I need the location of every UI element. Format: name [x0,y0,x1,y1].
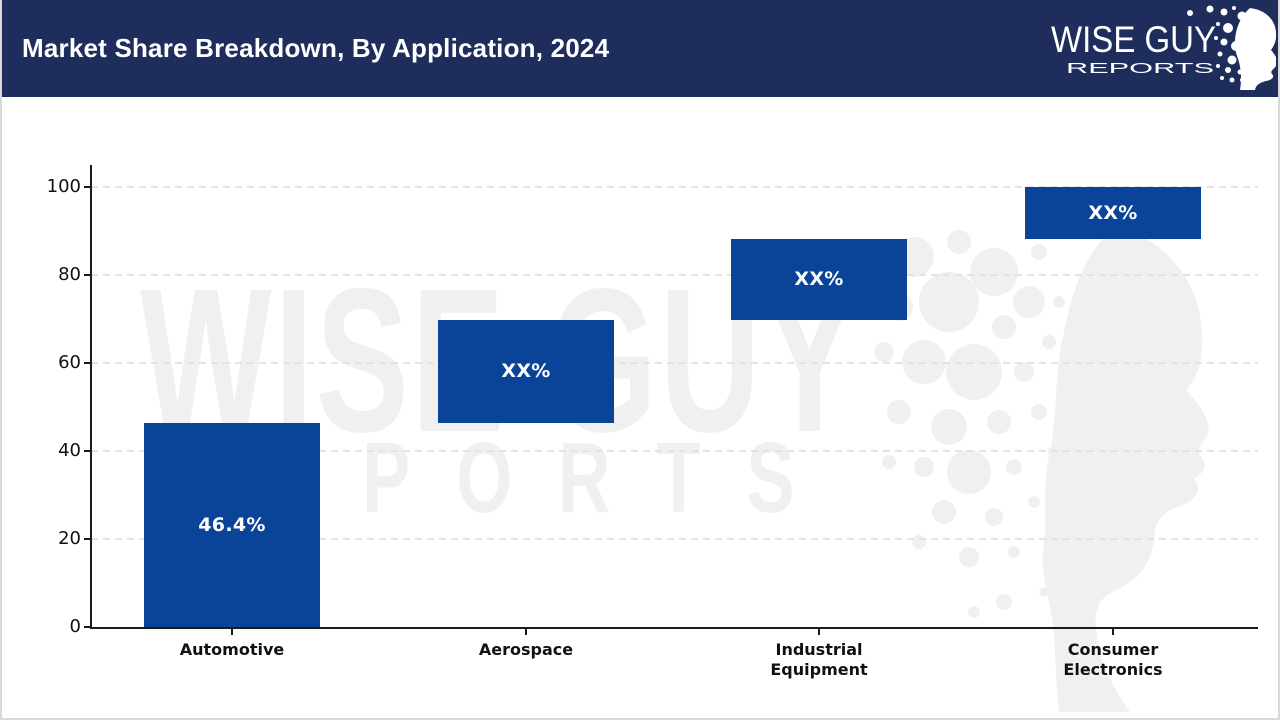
logo-head-icon [1187,5,1276,90]
bar-industrial-equipment: XX% [731,238,907,320]
y-axis-tick-label-60: 60 [58,352,81,373]
x-axis-tick-industrial-equipment [818,629,820,635]
bar-value-label: XX% [1088,201,1138,224]
bar-value-label: XX% [794,268,844,291]
y-axis-tick-60 [84,362,91,364]
y-axis-tick-label-100: 100 [46,176,81,197]
x-axis-tick-consumer-electronics [1112,629,1114,635]
y-axis-tick-40 [84,450,91,452]
wiseguy-logo: WISE GUY REPORTS [1051,5,1276,90]
bar-value-label: XX% [501,360,551,383]
y-axis-tick-label-20: 20 [58,528,81,549]
x-axis-label-automotive: Automotive [179,640,285,659]
y-axis-tick-label-80: 80 [58,264,81,285]
y-axis-tick-0 [84,626,91,628]
y-axis-tick-80 [84,274,91,276]
bar-automotive: 46.4% [144,422,320,627]
y-axis-tick-label-0: 0 [69,616,81,637]
logo-brand-subtext: REPORTS [1066,60,1214,77]
bar-consumer-electronics: XX% [1025,187,1201,239]
header: Market Share Breakdown, By Application, … [2,0,1278,97]
gridline-60 [91,362,1258,364]
y-axis-tick-20 [84,538,91,540]
gridline-80 [91,274,1258,276]
bar-value-label: 46.4% [198,513,266,536]
bar-aerospace: XX% [438,319,614,423]
x-axis-spine [90,627,1258,629]
y-axis-tick-label-40: 40 [58,440,81,461]
logo-brand-text: WISE GUY [1051,19,1216,60]
y-axis-spine [90,165,92,629]
gridline-100 [91,186,1258,188]
x-axis-label-consumer-electronics: Consumer Electronics [1063,640,1163,679]
x-axis-label-aerospace: Aerospace [478,640,574,659]
x-axis-label-industrial-equipment: Industrial Equipment [770,640,868,679]
page-title: Market Share Breakdown, By Application, … [22,33,610,63]
x-axis-tick-aerospace [525,629,527,635]
y-axis-tick-100 [84,186,91,188]
gridline-20 [91,538,1258,540]
gridline-40 [91,450,1258,452]
x-axis-tick-automotive [231,629,233,635]
